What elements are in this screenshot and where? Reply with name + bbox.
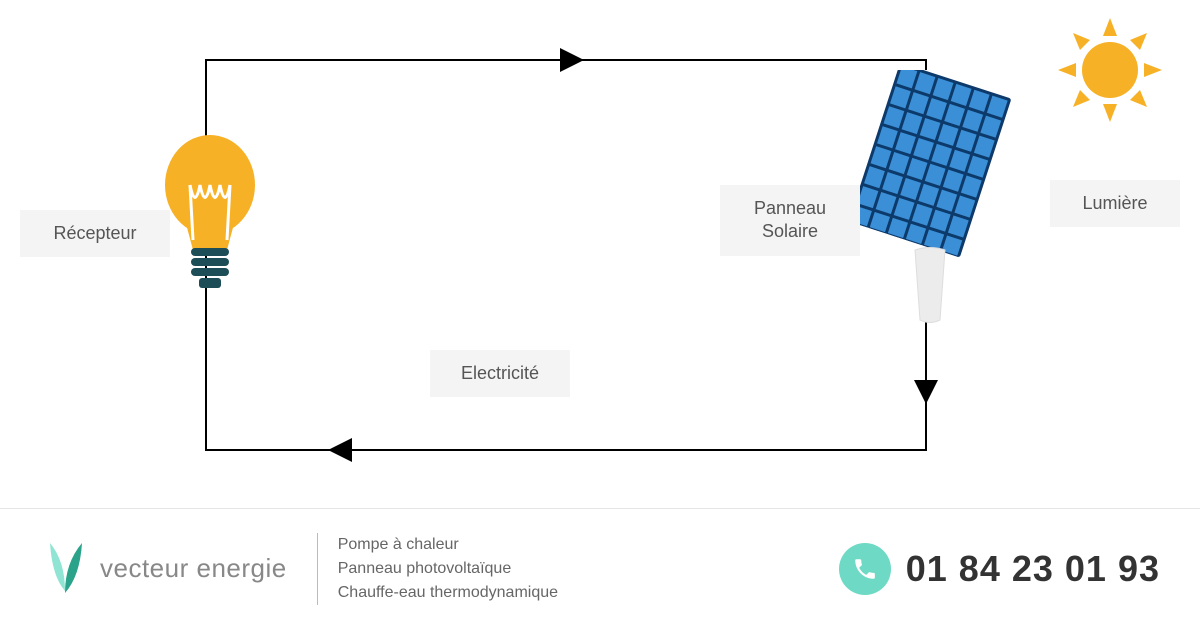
phone-number: 01 84 23 01 93 xyxy=(906,548,1160,590)
service-item: Chauffe-eau thermodynamique xyxy=(338,581,558,605)
label-electricite: Electricité xyxy=(430,350,570,397)
label-recepteur: Récepteur xyxy=(20,210,170,257)
label-panneau: Panneau Solaire xyxy=(720,185,860,256)
service-item: Panneau photovoltaïque xyxy=(338,557,558,581)
solar-panel-icon xyxy=(840,70,1020,330)
sun-icon xyxy=(1050,10,1170,130)
company-logo: vecteur energie xyxy=(40,541,287,596)
service-list: Pompe à chaleur Panneau photovoltaïque C… xyxy=(317,533,558,605)
label-lumiere: Lumière xyxy=(1050,180,1180,227)
footer-bar: vecteur energie Pompe à chaleur Panneau … xyxy=(0,508,1200,628)
energy-flow-diagram: Récepteur Electricité Panneau Solaire Lu… xyxy=(0,0,1200,500)
logo-leaf-icon xyxy=(40,541,90,596)
phone-contact[interactable]: 01 84 23 01 93 xyxy=(839,543,1160,595)
logo-text: vecteur energie xyxy=(100,553,287,584)
phone-icon xyxy=(839,543,891,595)
lightbulb-icon xyxy=(155,130,265,290)
service-item: Pompe à chaleur xyxy=(338,533,558,557)
